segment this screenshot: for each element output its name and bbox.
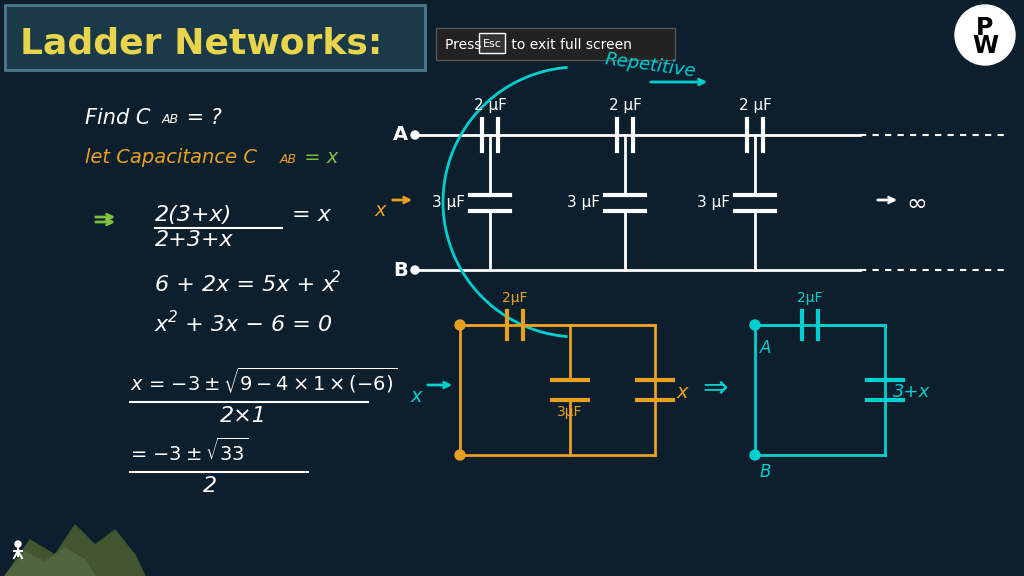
Text: let Capacitance C: let Capacitance C bbox=[85, 148, 257, 167]
Circle shape bbox=[411, 131, 419, 139]
Text: 2 μF: 2 μF bbox=[473, 98, 507, 113]
Text: x: x bbox=[375, 200, 386, 219]
Text: 3 μF: 3 μF bbox=[697, 195, 730, 210]
Text: = x: = x bbox=[292, 205, 331, 225]
Text: 2 μF: 2 μF bbox=[608, 98, 641, 113]
Circle shape bbox=[750, 320, 760, 330]
Text: = ?: = ? bbox=[180, 108, 222, 128]
Circle shape bbox=[750, 450, 760, 460]
Text: Esc: Esc bbox=[482, 39, 502, 49]
Text: x: x bbox=[411, 388, 422, 407]
Circle shape bbox=[15, 541, 22, 547]
FancyBboxPatch shape bbox=[436, 28, 675, 60]
Text: 6 + 2x = 5x + x: 6 + 2x = 5x + x bbox=[155, 275, 336, 295]
Text: 2+3+x: 2+3+x bbox=[155, 230, 233, 250]
Circle shape bbox=[455, 450, 465, 460]
Text: 2: 2 bbox=[168, 310, 178, 325]
Text: = $-3\pm\sqrt{33}$: = $-3\pm\sqrt{33}$ bbox=[130, 438, 249, 465]
Text: Ladder Networks:: Ladder Networks: bbox=[20, 26, 382, 60]
Text: Find C: Find C bbox=[85, 108, 151, 128]
Text: AB: AB bbox=[280, 153, 297, 166]
Text: 3+x: 3+x bbox=[893, 383, 930, 401]
Text: A: A bbox=[393, 126, 408, 145]
Text: B: B bbox=[760, 463, 771, 481]
Text: 2×1: 2×1 bbox=[220, 406, 267, 426]
Text: x: x bbox=[677, 382, 688, 401]
Text: 2 μF: 2 μF bbox=[738, 98, 771, 113]
Text: 2(3+x): 2(3+x) bbox=[155, 205, 232, 225]
Text: = x: = x bbox=[298, 148, 338, 167]
Text: Press: Press bbox=[445, 38, 485, 52]
FancyBboxPatch shape bbox=[479, 33, 505, 53]
FancyBboxPatch shape bbox=[5, 5, 425, 70]
Text: 2μF: 2μF bbox=[502, 291, 527, 305]
Text: A: A bbox=[760, 339, 771, 357]
Text: + 3x − 6 = 0: + 3x − 6 = 0 bbox=[178, 315, 332, 335]
Circle shape bbox=[955, 5, 1015, 65]
Text: Repetitive: Repetitive bbox=[603, 50, 696, 80]
Text: W: W bbox=[972, 34, 998, 58]
Text: 2: 2 bbox=[203, 476, 217, 496]
Text: to exit full screen: to exit full screen bbox=[507, 38, 632, 52]
Text: 2: 2 bbox=[331, 270, 341, 285]
Circle shape bbox=[411, 266, 419, 274]
Text: ⇒: ⇒ bbox=[702, 373, 728, 403]
Text: 3μF: 3μF bbox=[557, 405, 583, 419]
Text: P: P bbox=[976, 16, 993, 40]
Text: AB: AB bbox=[162, 113, 179, 126]
Text: 3 μF: 3 μF bbox=[432, 195, 465, 210]
Circle shape bbox=[455, 320, 465, 330]
Text: x = $-3\pm\sqrt{9-4\times1\times(-6)}$: x = $-3\pm\sqrt{9-4\times1\times(-6)}$ bbox=[130, 365, 397, 395]
Text: B: B bbox=[393, 260, 408, 279]
Text: 3 μF: 3 μF bbox=[567, 195, 600, 210]
Text: 2μF: 2μF bbox=[798, 291, 822, 305]
Polygon shape bbox=[5, 525, 145, 576]
Text: ∞: ∞ bbox=[906, 192, 927, 216]
Text: x: x bbox=[155, 315, 168, 335]
Polygon shape bbox=[5, 548, 95, 576]
